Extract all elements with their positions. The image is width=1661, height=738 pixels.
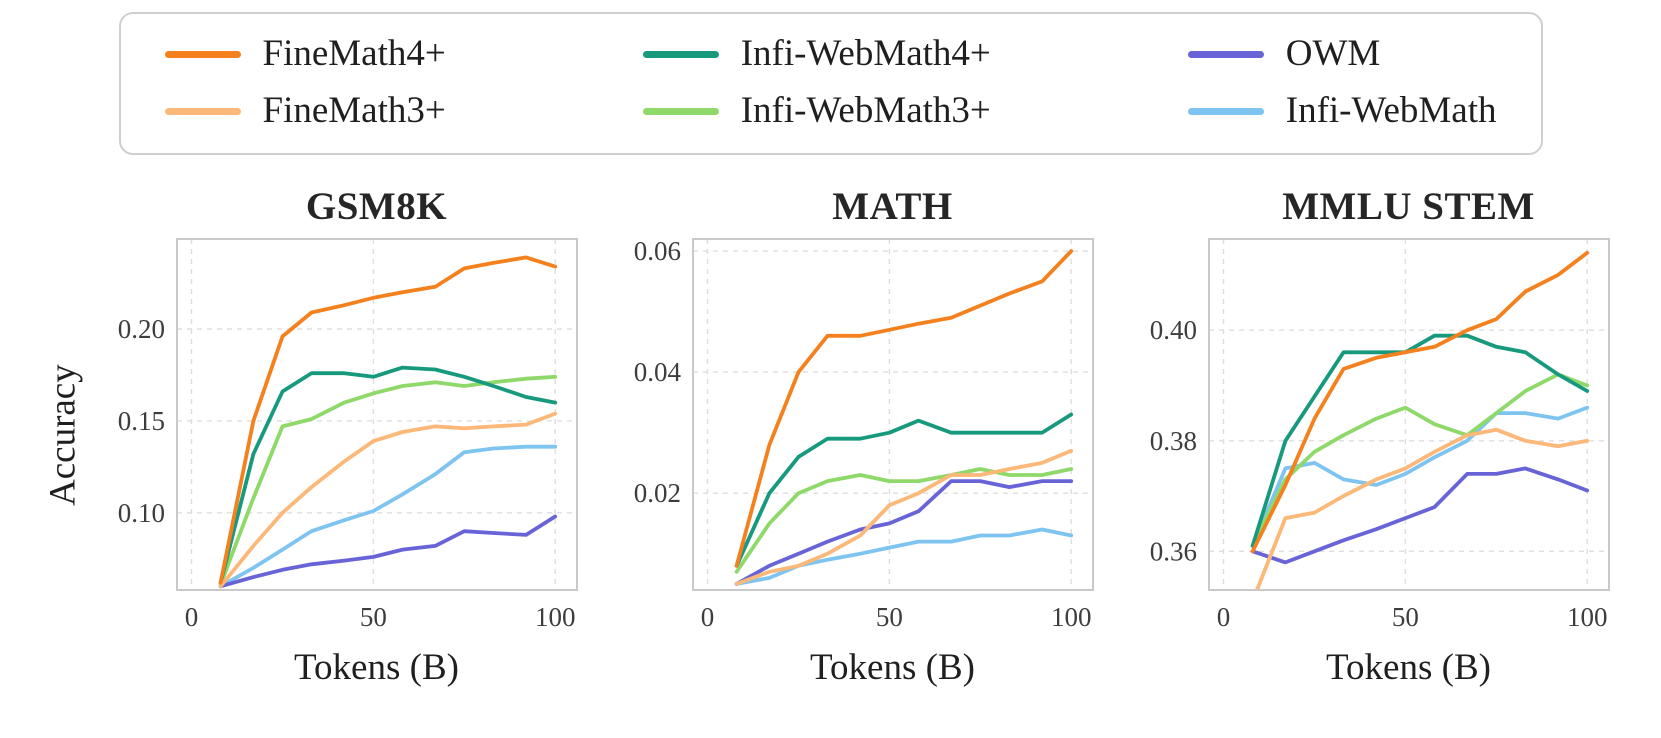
line-OWM: [734, 479, 1073, 587]
chart-math: MATH 0.02 0.04 0.06 0 50 100 Tokens (B): [607, 181, 1107, 694]
legend-label: FineMath4+: [262, 33, 446, 74]
chart-title-math: MATH: [832, 185, 953, 229]
gsm8k-plot-area: 0.10 0.15 0.20 0 50 100: [117, 238, 578, 632]
y-tick-label: 0.40: [1149, 316, 1196, 346]
y-tick-label: 0.06: [633, 236, 680, 266]
line-FineMath3+: [218, 412, 557, 589]
chart-title-gsm8k: GSM8K: [305, 185, 448, 229]
y-tick-label: 0.20: [117, 314, 164, 344]
y-tick-label: 0.38: [1149, 426, 1196, 456]
x-tick-label: 100: [1566, 602, 1607, 632]
y-tick-label: 0.15: [117, 406, 164, 436]
line-FineMath3+: [734, 449, 1073, 587]
legend-label: Infi-WebMath3+: [740, 89, 991, 131]
line-OWM: [1250, 466, 1589, 565]
legend-label: Infi-WebMath: [1285, 89, 1497, 131]
line-Infi-WebMath4+: [1250, 334, 1589, 549]
line-Infi-WebMath3+: [218, 375, 557, 587]
y-axis-label: Accuracy: [42, 365, 83, 507]
x-tick-label: 100: [534, 602, 575, 632]
legend-item-infiwebmath: Infi-WebMath: [1187, 89, 1497, 132]
line-OWM: [218, 514, 557, 589]
chart-gsm8k: Accuracy GSM8K 0.10 0.15 0.20 0 50 100 Tokens…: [39, 181, 591, 694]
chart-mmlu-stem: MMLU STEM 0.36 0.38 0.40 0 50 100 Tokens (B): [1123, 181, 1623, 694]
line-FineMath4+: [734, 249, 1073, 569]
legend: FineMath4+ FineMath3+ Infi-WebMath4+ Inf…: [118, 12, 1543, 156]
x-tick-label: 0: [1216, 602, 1230, 632]
x-tick-label: 50: [875, 602, 902, 632]
legend-line-swatch-finemath4: [164, 50, 241, 58]
legend-line-swatch-infiwebmath3: [642, 107, 719, 115]
y-tick-label: 0.10: [117, 498, 164, 528]
x-tick-label: 100: [1050, 602, 1091, 632]
legend-line-swatch-owm: [1187, 50, 1264, 58]
x-tick-label: 0: [700, 602, 714, 632]
legend-label: FineMath3+: [262, 89, 446, 131]
chart-title-mmlu-stem: MMLU STEM: [1282, 185, 1535, 229]
x-tick-label: 0: [184, 602, 198, 632]
line-Infi-WebMath3+: [734, 467, 1073, 575]
y-tick-label: 0.04: [633, 357, 681, 387]
legend-item-infiwebmath4: Infi-WebMath4+: [642, 33, 991, 75]
x-axis-label: Tokens (B): [810, 647, 975, 689]
legend-item-finemath3: FineMath3+: [164, 89, 446, 132]
line-Infi-WebMath4+: [218, 366, 557, 585]
legend-label: Infi-WebMath4+: [740, 33, 991, 74]
x-tick-label: 50: [359, 602, 386, 632]
line-Infi-WebMath3+: [1250, 372, 1589, 549]
legend-item-infiwebmath3: Infi-WebMath3+: [642, 89, 991, 132]
math-plot-area: 0.02 0.04 0.06 0 50 100: [633, 236, 1094, 632]
x-tick-label: 50: [1391, 602, 1418, 632]
legend-label: OWM: [1285, 33, 1381, 74]
line-Infi-WebMath: [1250, 406, 1589, 549]
x-axis-label: Tokens (B): [1326, 647, 1491, 689]
legend-line-swatch-infiwebmath: [1187, 107, 1264, 115]
x-axis-label: Tokens (B): [294, 647, 459, 689]
line-Infi-WebMath4+: [734, 412, 1073, 569]
line-FineMath4+: [218, 255, 557, 585]
y-tick-label: 0.02: [633, 479, 680, 509]
legend-line-swatch-finemath3: [164, 107, 241, 115]
line-Infi-WebMath: [218, 445, 557, 589]
legend-item-owm: OWM: [1187, 33, 1497, 75]
y-tick-label: 0.36: [1149, 537, 1196, 567]
charts-row: Accuracy GSM8K 0.10 0.15 0.20 0 50 100 Tokens…: [0, 181, 1661, 694]
legend-line-swatch-infiwebmath4: [642, 50, 719, 58]
mmlu-stem-plot-area: 0.36 0.38 0.40 0 50 100: [1149, 238, 1610, 632]
line-FineMath3+: [1254, 428, 1589, 591]
line-FineMath4+: [1250, 251, 1589, 554]
legend-item-finemath4: FineMath4+: [164, 33, 446, 75]
